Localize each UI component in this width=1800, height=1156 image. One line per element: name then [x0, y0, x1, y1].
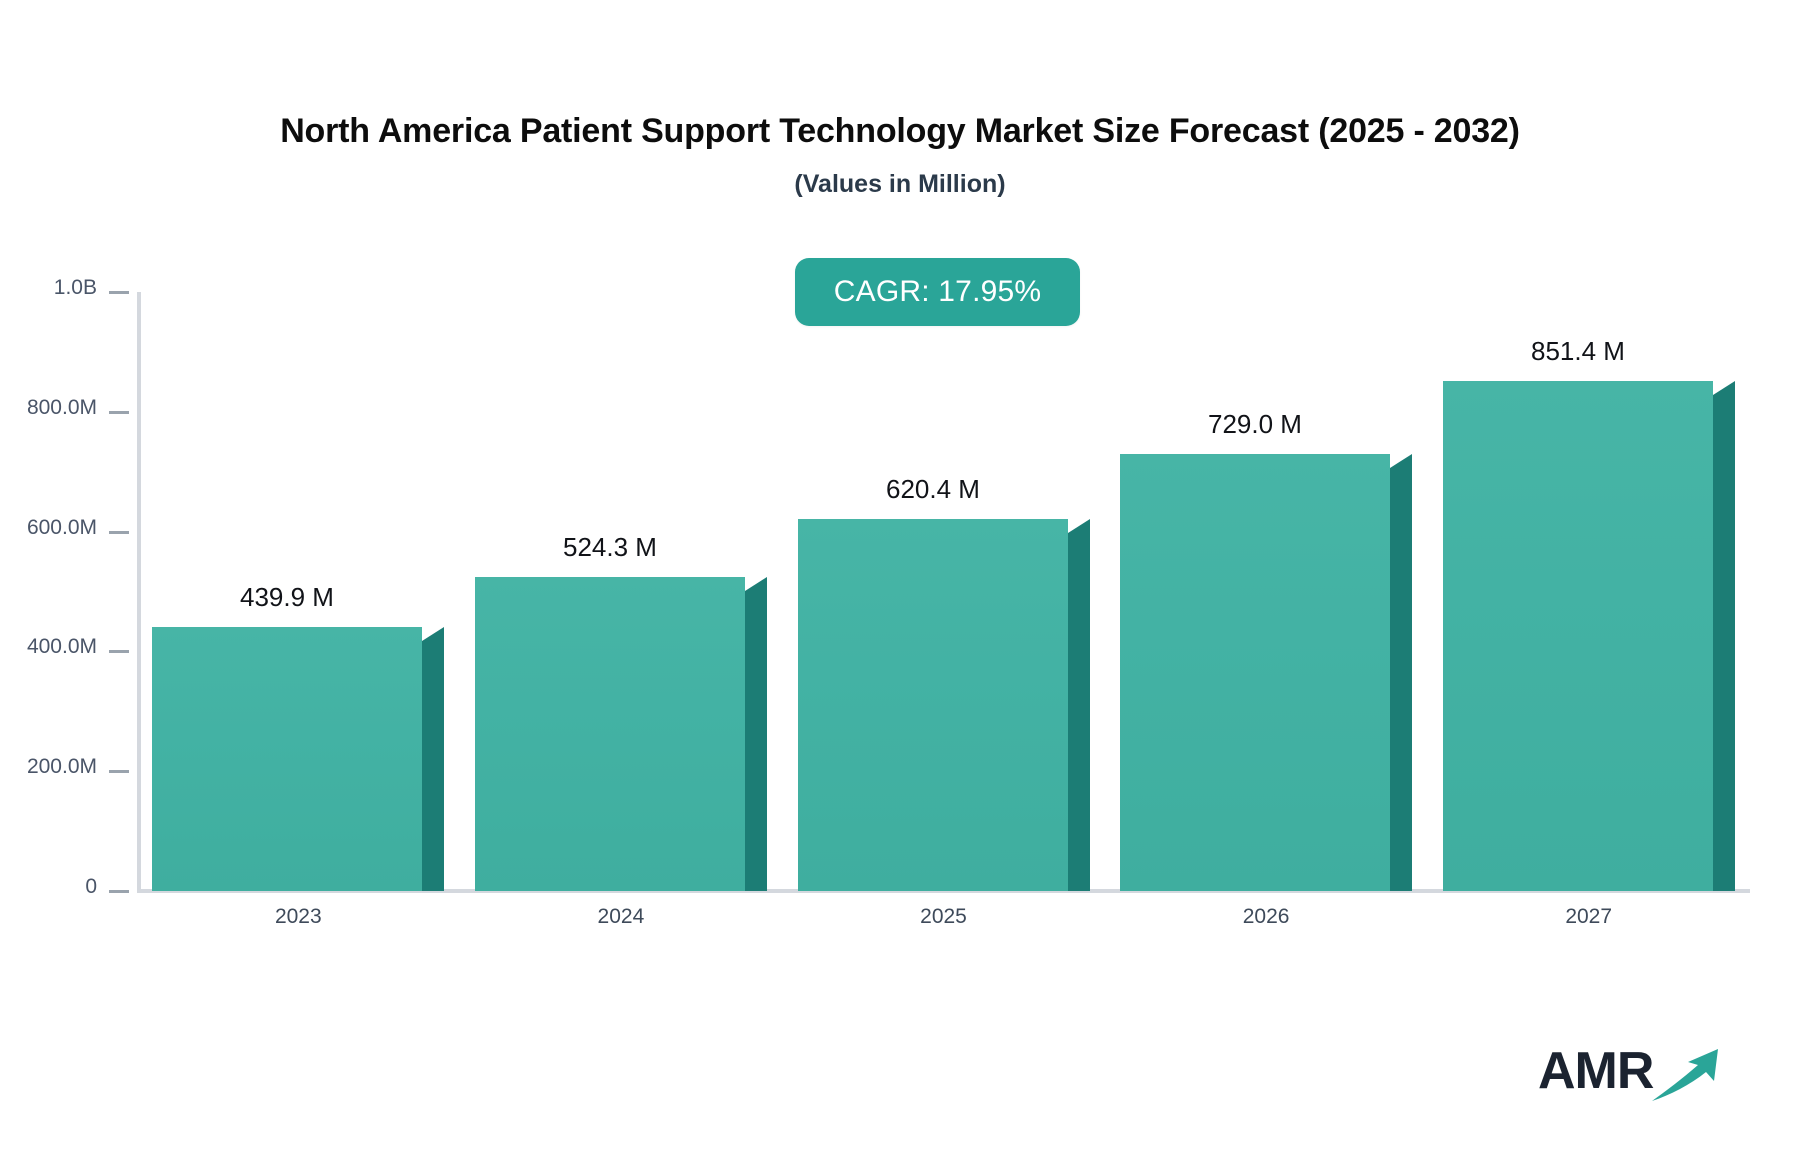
- y-axis-tick-mark: [109, 291, 129, 294]
- bar-front-face: [1443, 381, 1713, 891]
- bar-value-label: 620.4 M: [886, 474, 980, 504]
- y-axis-tick-label: 1.0B: [53, 276, 97, 299]
- amr-logo: AMR: [1538, 1043, 1728, 1109]
- bar-shape: [475, 577, 767, 891]
- bar[interactable]: 524.3 M: [475, 532, 767, 891]
- bar[interactable]: 729.0 M: [1120, 409, 1412, 891]
- bar-side-face: [1068, 519, 1090, 891]
- bar-front-face: [152, 627, 422, 891]
- page-title: North America Patient Support Technology…: [280, 112, 1520, 150]
- bar-value-label: 851.4 M: [1531, 336, 1625, 366]
- bar-shape: [1443, 381, 1735, 891]
- y-axis-tick-label: 0: [85, 875, 97, 898]
- cagr-badge-label: CAGR: 17.95%: [833, 275, 1042, 308]
- y-axis-tick-label: 200.0M: [26, 755, 97, 779]
- y-axis-tick-mark: [109, 530, 129, 534]
- bar[interactable]: 439.9 M: [152, 582, 444, 891]
- bar-side-face: [745, 577, 767, 891]
- bar-value-label: 524.3 M: [563, 532, 657, 562]
- bar-front-face: [475, 577, 745, 891]
- bar[interactable]: 851.4 M: [1443, 336, 1735, 891]
- y-axis-tick-mark: [109, 890, 129, 893]
- y-axis-line: [137, 292, 141, 893]
- y-axis-tick-mark: [109, 410, 129, 414]
- y-axis-tick-label: 800.0M: [26, 395, 97, 419]
- y-axis-tick-label: 600.0M: [26, 515, 97, 539]
- bar-front-face: [1120, 454, 1390, 891]
- bar-shape: [798, 519, 1090, 891]
- y-axis-tick-mark: [109, 650, 129, 654]
- cagr-badge: CAGR: 17.95%: [795, 258, 1080, 326]
- bar-shape: [152, 627, 444, 891]
- bar-side-face: [422, 627, 444, 891]
- x-axis-tick-label: 2025: [920, 905, 967, 928]
- y-axis-tick-mark: [109, 770, 129, 774]
- bar-value-label: 729.0 M: [1208, 409, 1302, 439]
- x-axis-line: [137, 889, 1750, 893]
- x-axis-tick-label: 2024: [597, 905, 645, 928]
- chart-subtitle: (Values in Million): [794, 170, 1006, 198]
- amr-logo-text: AMR: [1538, 1042, 1654, 1100]
- bar-front-face: [798, 519, 1068, 891]
- bar-shape: [1120, 454, 1412, 891]
- y-axis-tick-label: 400.0M: [26, 635, 97, 659]
- x-axis-tick-label: 2023: [274, 905, 322, 928]
- growth-arrow-icon: [1652, 1049, 1718, 1101]
- x-axis-tick-label: 2027: [1565, 905, 1613, 928]
- bar[interactable]: 620.4 M: [798, 474, 1090, 891]
- x-axis-tick-label: 2026: [1242, 905, 1290, 928]
- bar-value-label: 439.9 M: [240, 582, 334, 612]
- bar-side-face: [1713, 381, 1735, 891]
- bar-side-face: [1390, 454, 1412, 891]
